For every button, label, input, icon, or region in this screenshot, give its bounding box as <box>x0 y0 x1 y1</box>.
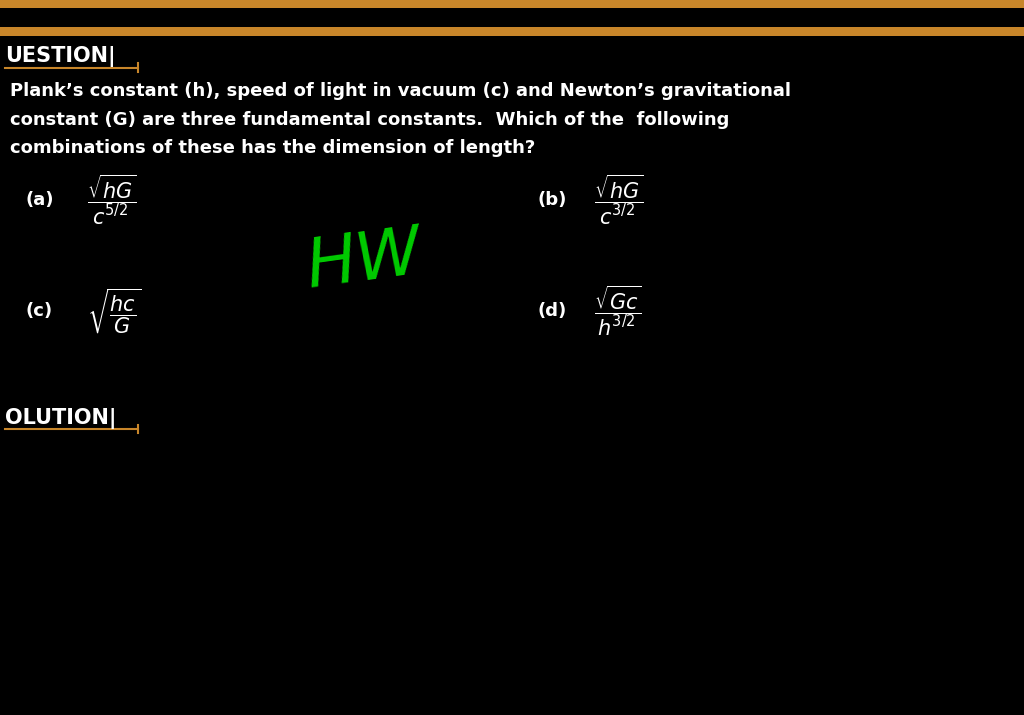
Text: (d): (d) <box>538 302 567 320</box>
Text: HW: HW <box>301 220 426 302</box>
Text: UESTION|: UESTION| <box>5 46 116 67</box>
Text: $\dfrac{\sqrt{hG}}{c^{3/2}}$: $\dfrac{\sqrt{hG}}{c^{3/2}}$ <box>594 173 643 227</box>
Text: (b): (b) <box>538 191 567 209</box>
Text: $\dfrac{\sqrt{Gc}}{h^{3/2}}$: $\dfrac{\sqrt{Gc}}{h^{3/2}}$ <box>594 284 641 338</box>
Text: $\dfrac{\sqrt{hG}}{c^{5/2}}$: $\dfrac{\sqrt{hG}}{c^{5/2}}$ <box>87 173 136 227</box>
Text: combinations of these has the dimension of length?: combinations of these has the dimension … <box>10 139 536 157</box>
Bar <box>0 0 1024 7</box>
Text: (a): (a) <box>26 191 54 209</box>
Text: Plank’s constant (h), speed of light in vacuum (c) and Newton’s gravitational: Plank’s constant (h), speed of light in … <box>10 82 792 100</box>
Text: OLUTION|: OLUTION| <box>5 408 117 428</box>
Text: constant (G) are three fundamental constants.  Which of the  following: constant (G) are three fundamental const… <box>10 111 730 129</box>
Text: (c): (c) <box>26 302 52 320</box>
Text: $\sqrt{\dfrac{hc}{G}}$: $\sqrt{\dfrac{hc}{G}}$ <box>87 286 141 336</box>
Bar <box>0 27 1024 36</box>
